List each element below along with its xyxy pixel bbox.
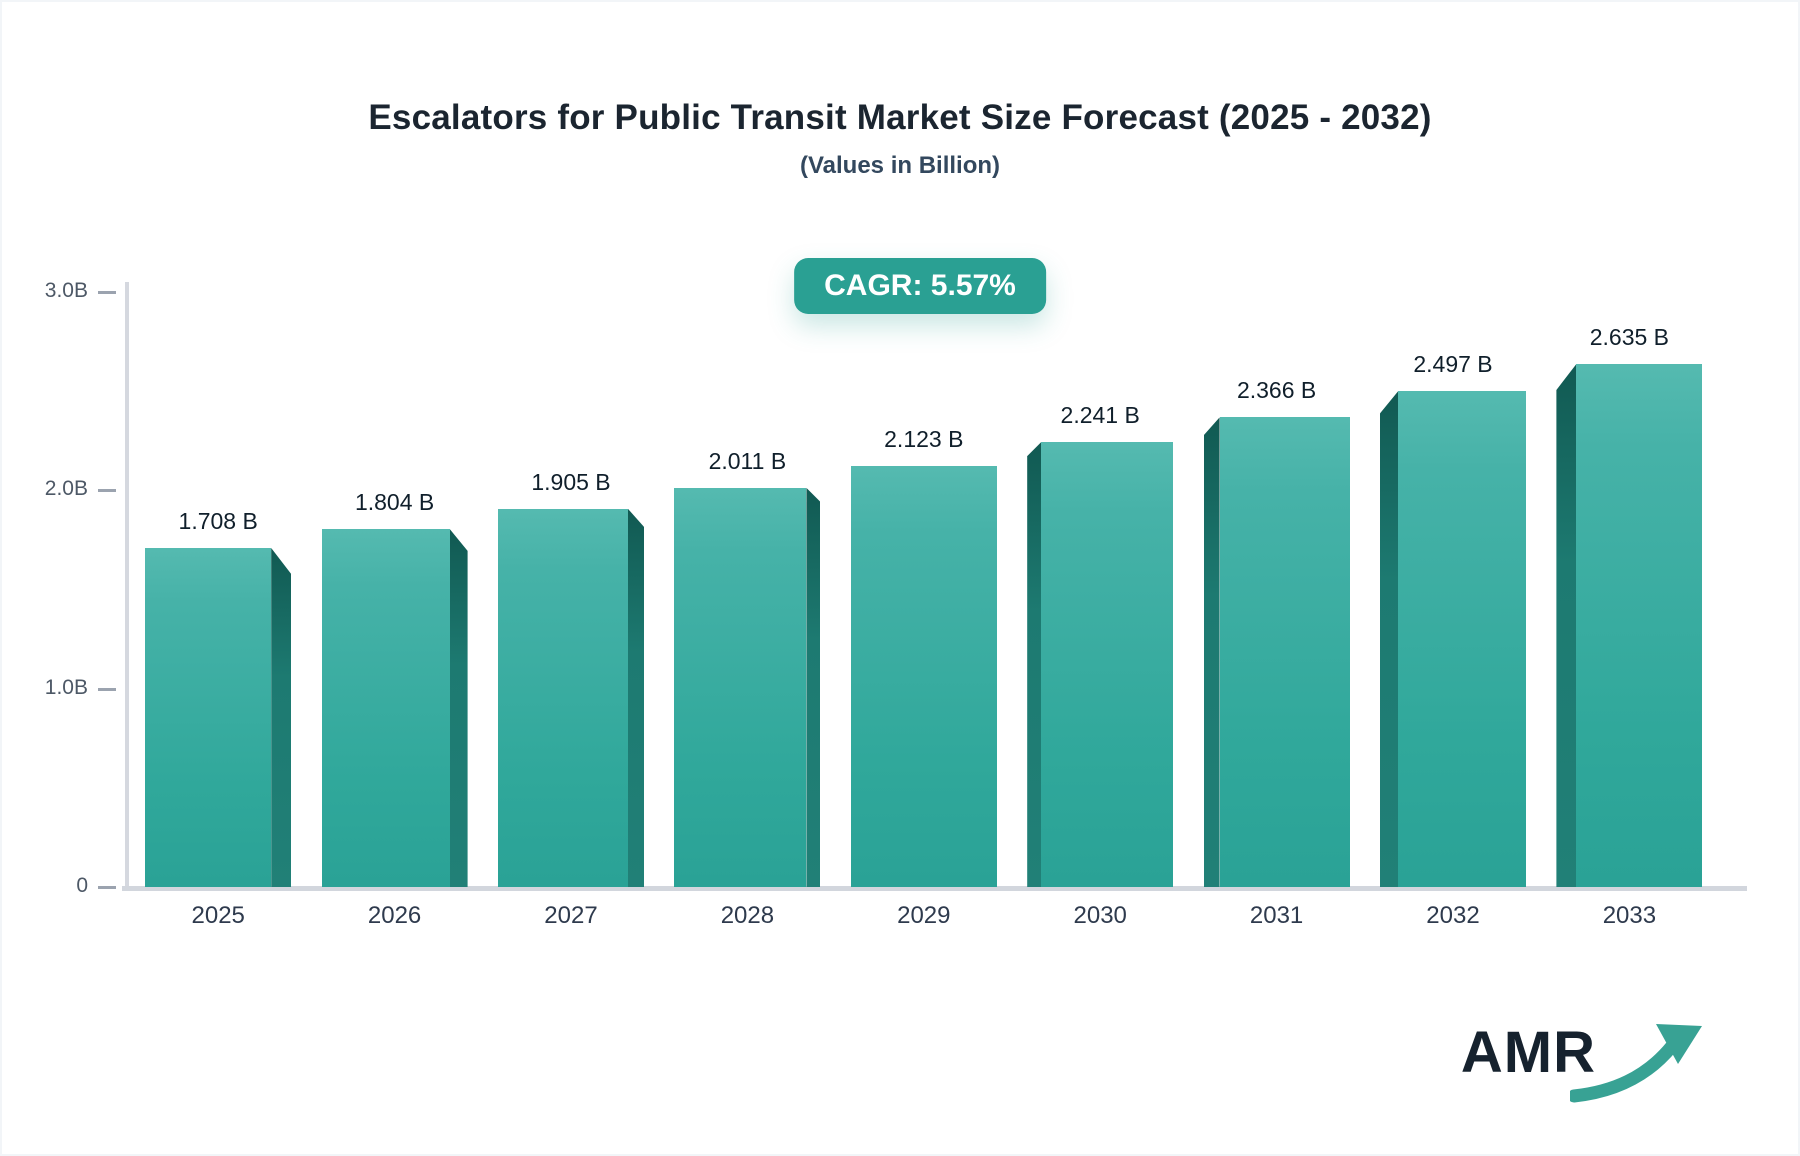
bar-face [498, 508, 628, 887]
bar-face [1219, 417, 1350, 887]
bar-2027 [498, 508, 644, 887]
x-axis-label: 2026 [367, 902, 422, 929]
bar-side-3d [1556, 363, 1577, 887]
bar-2030 [1027, 442, 1174, 887]
bar-face [674, 487, 807, 887]
y-axis-tick-label: 3.0B [44, 278, 88, 302]
bar-value-label: 2.241 B [1060, 402, 1140, 429]
x-axis-label: 2031 [1249, 902, 1304, 929]
bar-side-3d [271, 547, 292, 887]
x-axis-line [122, 886, 1747, 891]
cagr-badge-label: CAGR: 5.57% [824, 269, 1016, 302]
x-axis-label: 2025 [191, 902, 245, 929]
growth-arrow-icon [1570, 1024, 1702, 1103]
y-axis-tick-mark [98, 687, 116, 691]
x-axis-label: 2030 [1073, 902, 1127, 929]
bar-face [850, 465, 997, 887]
bar-2028 [674, 487, 821, 887]
bar-side-3d [1203, 417, 1220, 887]
y-axis-line [125, 282, 129, 889]
amr-logo: AMR [1461, 1024, 1710, 1108]
bar-value-label: 1.804 B [354, 488, 435, 515]
bar-side-3d [1027, 442, 1042, 887]
y-axis-tick-mark [98, 489, 116, 492]
amr-logo-text: AMR [1460, 1020, 1596, 1085]
bar-side-3d [628, 508, 644, 887]
bar-face [1576, 363, 1703, 887]
x-axis-label: 2028 [720, 902, 775, 929]
y-axis-tick-mark [98, 290, 116, 294]
chart-title: Escalators for Public Transit Market Siz… [368, 98, 1432, 137]
bar-2029 [850, 465, 997, 887]
bar-face [1041, 442, 1174, 887]
x-axis-label: 2033 [1602, 902, 1657, 929]
bar-2025 [145, 547, 292, 887]
bar-value-label: 2.011 B [708, 447, 787, 474]
bar-side-3d [806, 487, 821, 887]
chart-subtitle: (Values in Billion) [799, 152, 1001, 179]
x-axis-label: 2032 [1426, 902, 1480, 929]
y-axis-tick-mark [98, 886, 116, 889]
bar-2026 [321, 528, 468, 887]
bar-value-label: 2.635 B [1589, 323, 1670, 350]
bar-value-label: 1.905 B [531, 468, 611, 495]
x-axis-label: 2027 [544, 902, 598, 929]
bar-2033 [1556, 363, 1703, 887]
bar-face [321, 528, 450, 887]
bar-side-3d [449, 528, 468, 887]
y-axis-tick-label: 2.0B [44, 477, 88, 500]
bar-face [145, 547, 272, 887]
bar-value-label: 2.497 B [1413, 351, 1493, 378]
y-axis-tick-label: 1.0B [44, 675, 88, 699]
bar-2032 [1380, 391, 1526, 887]
cagr-badge: CAGR: 5.57% [794, 258, 1046, 314]
x-axis-label: 2029 [897, 902, 951, 929]
bar-value-label: 2.123 B [884, 425, 964, 452]
y-axis-tick-label: 0 [76, 874, 88, 897]
bar-value-label: 1.708 B [178, 507, 258, 534]
bar-2031 [1203, 417, 1350, 887]
bar-value-label: 2.366 B [1236, 377, 1317, 404]
bar-face [1398, 391, 1526, 887]
bar-side-3d [1380, 391, 1398, 887]
